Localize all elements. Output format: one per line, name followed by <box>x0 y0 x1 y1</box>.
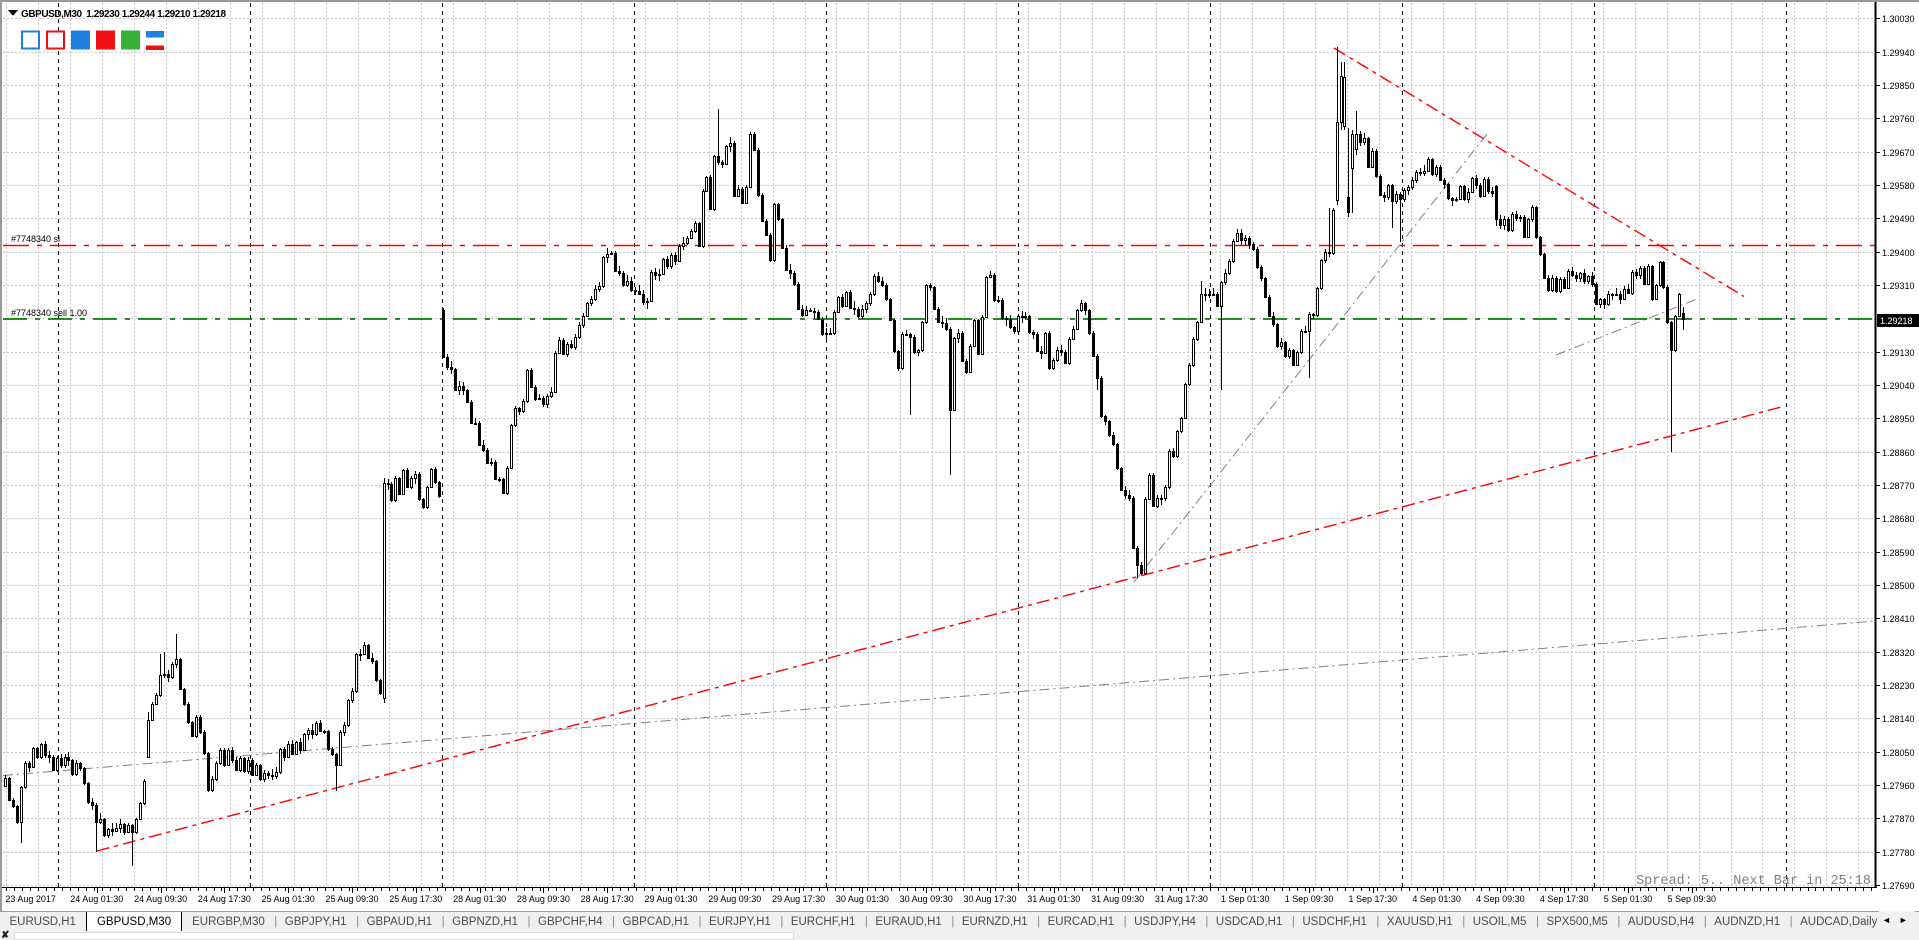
svg-text:1.29130: 1.29130 <box>1882 348 1915 358</box>
svg-text:24 Aug 17:30: 24 Aug 17:30 <box>198 894 251 904</box>
svg-text:1.27870: 1.27870 <box>1882 814 1915 824</box>
svg-text:1.28590: 1.28590 <box>1882 548 1915 558</box>
svg-text:Spread: 5.. Next Bar in 25:18: Spread: 5.. Next Bar in 25:18 <box>1636 874 1871 889</box>
svg-text:1.29940: 1.29940 <box>1882 48 1915 58</box>
svg-text:5 Sep 01:30: 5 Sep 01:30 <box>1604 894 1653 904</box>
svg-text:1.29040: 1.29040 <box>1882 381 1915 391</box>
svg-text:#7748340 sell 1.00: #7748340 sell 1.00 <box>11 308 87 318</box>
svg-text:28 Aug 09:30: 28 Aug 09:30 <box>517 894 570 904</box>
svg-text:30 Aug 01:30: 30 Aug 01:30 <box>836 894 889 904</box>
svg-text:1 Sep 09:30: 1 Sep 09:30 <box>1285 894 1334 904</box>
svg-text:31 Aug 17:30: 31 Aug 17:30 <box>1155 894 1208 904</box>
svg-text:29 Aug 17:30: 29 Aug 17:30 <box>772 894 825 904</box>
svg-text:1.28410: 1.28410 <box>1882 614 1915 624</box>
svg-text:1.27960: 1.27960 <box>1882 781 1915 791</box>
svg-text:1.28770: 1.28770 <box>1882 481 1915 491</box>
svg-text:1.29310: 1.29310 <box>1882 281 1915 291</box>
svg-text:30 Aug 17:30: 30 Aug 17:30 <box>963 894 1016 904</box>
svg-text:1.29218: 1.29218 <box>1880 316 1913 326</box>
svg-text:1.28680: 1.28680 <box>1882 514 1915 524</box>
svg-text:1.27690: 1.27690 <box>1882 881 1915 891</box>
svg-text:1.28140: 1.28140 <box>1882 714 1915 724</box>
svg-text:1.28050: 1.28050 <box>1882 748 1915 758</box>
svg-text:1.28230: 1.28230 <box>1882 681 1915 691</box>
svg-text:1.30030: 1.30030 <box>1882 14 1915 24</box>
svg-text:4 Sep 17:30: 4 Sep 17:30 <box>1540 894 1589 904</box>
svg-text:1.28950: 1.28950 <box>1882 414 1915 424</box>
svg-text:1.29670: 1.29670 <box>1882 148 1915 158</box>
svg-text:1 Sep 01:30: 1 Sep 01:30 <box>1221 894 1270 904</box>
svg-text:23 Aug 2017: 23 Aug 2017 <box>5 894 56 904</box>
svg-text:29 Aug 01:30: 29 Aug 01:30 <box>644 894 697 904</box>
svg-text:1.28860: 1.28860 <box>1882 448 1915 458</box>
svg-text:4 Sep 09:30: 4 Sep 09:30 <box>1476 894 1525 904</box>
svg-text:25 Aug 17:30: 25 Aug 17:30 <box>389 894 442 904</box>
svg-text:29 Aug 09:30: 29 Aug 09:30 <box>708 894 761 904</box>
svg-text:1.28500: 1.28500 <box>1882 581 1915 591</box>
svg-text:1.27780: 1.27780 <box>1882 848 1915 858</box>
svg-text:31 Aug 01:30: 31 Aug 01:30 <box>1027 894 1080 904</box>
svg-text:5 Sep 09:30: 5 Sep 09:30 <box>1668 894 1717 904</box>
svg-text:28 Aug 17:30: 28 Aug 17:30 <box>581 894 634 904</box>
svg-text:4 Sep 01:30: 4 Sep 01:30 <box>1412 894 1461 904</box>
svg-text:1.29850: 1.29850 <box>1882 81 1915 91</box>
svg-text:1.29490: 1.29490 <box>1882 214 1915 224</box>
svg-text:31 Aug 09:30: 31 Aug 09:30 <box>1091 894 1144 904</box>
svg-text:GBPUSD,M30 1.29230 1.29244 1.: GBPUSD,M30 1.29230 1.29244 1.29210 1.292… <box>21 9 226 20</box>
svg-text:1 Sep 17:30: 1 Sep 17:30 <box>1349 894 1398 904</box>
svg-text:1.29400: 1.29400 <box>1882 248 1915 258</box>
svg-text:24 Aug 09:30: 24 Aug 09:30 <box>134 894 187 904</box>
svg-text:1.28320: 1.28320 <box>1882 648 1915 658</box>
svg-text:1.29760: 1.29760 <box>1882 114 1915 124</box>
svg-text:24 Aug 01:30: 24 Aug 01:30 <box>70 894 123 904</box>
svg-text:28 Aug 01:30: 28 Aug 01:30 <box>453 894 506 904</box>
svg-text:#7748340 sl: #7748340 sl <box>11 234 60 244</box>
svg-text:25 Aug 09:30: 25 Aug 09:30 <box>325 894 378 904</box>
svg-text:1.29580: 1.29580 <box>1882 181 1915 191</box>
svg-text:30 Aug 09:30: 30 Aug 09:30 <box>900 894 953 904</box>
svg-text:25 Aug 01:30: 25 Aug 01:30 <box>262 894 315 904</box>
